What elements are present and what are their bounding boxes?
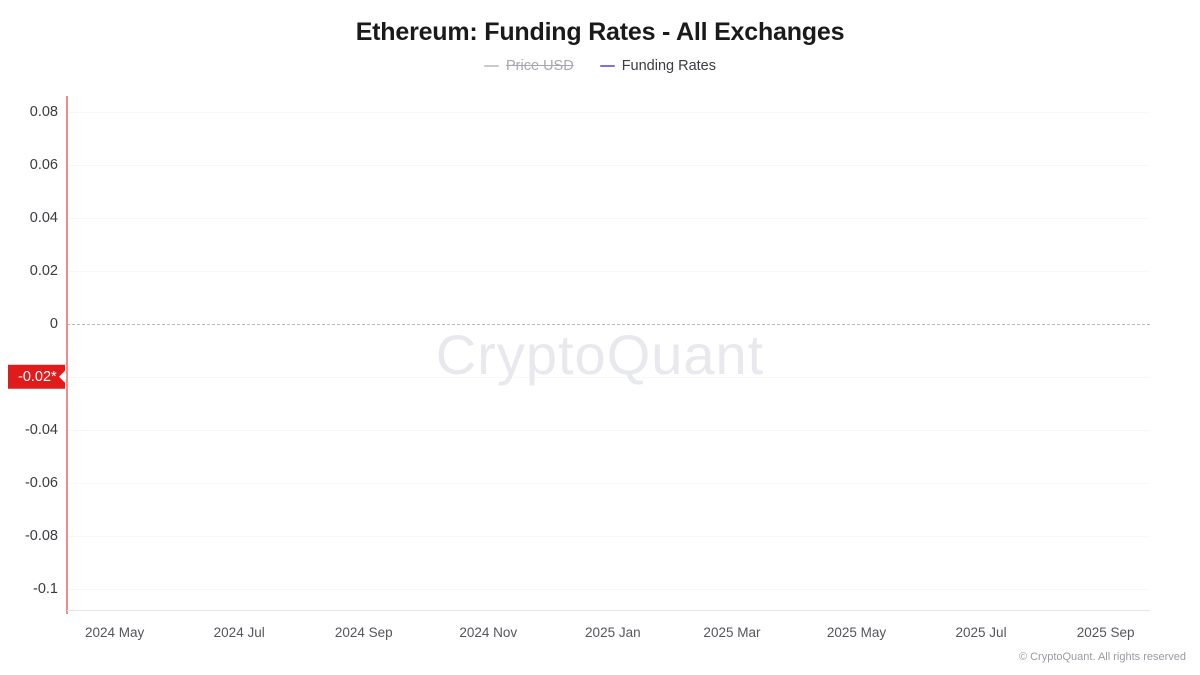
y-axis-tick-label: -0.06 — [24, 474, 58, 491]
x-axis-tick-label: 2025 Jan — [585, 625, 641, 640]
x-axis-line — [67, 610, 1150, 611]
x-axis-tick-label: 2024 Sep — [334, 625, 393, 640]
y-axis-tick-label: 0.04 — [29, 209, 58, 226]
legend-color-swatch-price-usd — [484, 65, 499, 67]
gridline — [67, 482, 1150, 484]
legend-item-price-usd[interactable]: Price USD — [484, 58, 574, 74]
gridline — [67, 270, 1150, 272]
chart-legend: Price USD Funding Rates — [0, 58, 1200, 74]
x-axis-tick-label: 2025 Mar — [703, 625, 761, 640]
plot-background — [67, 101, 1150, 610]
y-axis-tick-label: -0.1 — [33, 580, 58, 597]
legend-label-price-usd: Price USD — [506, 58, 574, 74]
gridline — [67, 164, 1150, 166]
status-badge: -0.02* — [8, 364, 65, 389]
x-axis-tick-label: 2025 Sep — [1076, 625, 1135, 640]
y-axis-line — [66, 96, 68, 614]
gridline — [67, 376, 1150, 378]
copyright-notice: © CryptoQuant. All rights reserved — [1018, 651, 1186, 663]
x-axis-tick-label: 2025 May — [826, 625, 887, 640]
legend-item-funding-rates[interactable]: Funding Rates — [599, 58, 716, 74]
y-axis-tick-label: 0.02 — [29, 262, 58, 279]
gridline — [67, 217, 1150, 219]
y-axis-tick-label: 0 — [49, 315, 58, 332]
gridline — [67, 429, 1150, 431]
legend-label-funding-rates: Funding Rates — [621, 58, 716, 74]
x-axis-tick-label: 2024 Nov — [459, 625, 518, 640]
x-axis-tick-label: 2024 May — [84, 625, 145, 640]
x-axis-tick-label: 2024 Jul — [213, 625, 265, 640]
zero-reference-line — [67, 323, 1150, 325]
y-axis-labels: 0.08 0.06 0.04 0.02 0 -0.04 -0.06 -0.08 -0.1 — [0, 0, 58, 675]
page-title: Ethereum: Funding Rates - All Exchanges — [355, 18, 845, 46]
y-axis-tick-label: 0.06 — [29, 156, 58, 173]
x-axis-tick-label: 2025 Jul — [955, 625, 1007, 640]
gridline — [67, 111, 1150, 113]
legend-color-swatch-funding-rates — [599, 65, 615, 67]
gridline — [67, 535, 1150, 537]
y-axis-tick-label: -0.04 — [24, 421, 58, 438]
plot-area[interactable] — [67, 101, 1150, 610]
y-axis-tick-label: 0.08 — [29, 103, 58, 120]
y-axis-tick-label: -0.08 — [24, 527, 58, 544]
gridline — [67, 588, 1150, 590]
